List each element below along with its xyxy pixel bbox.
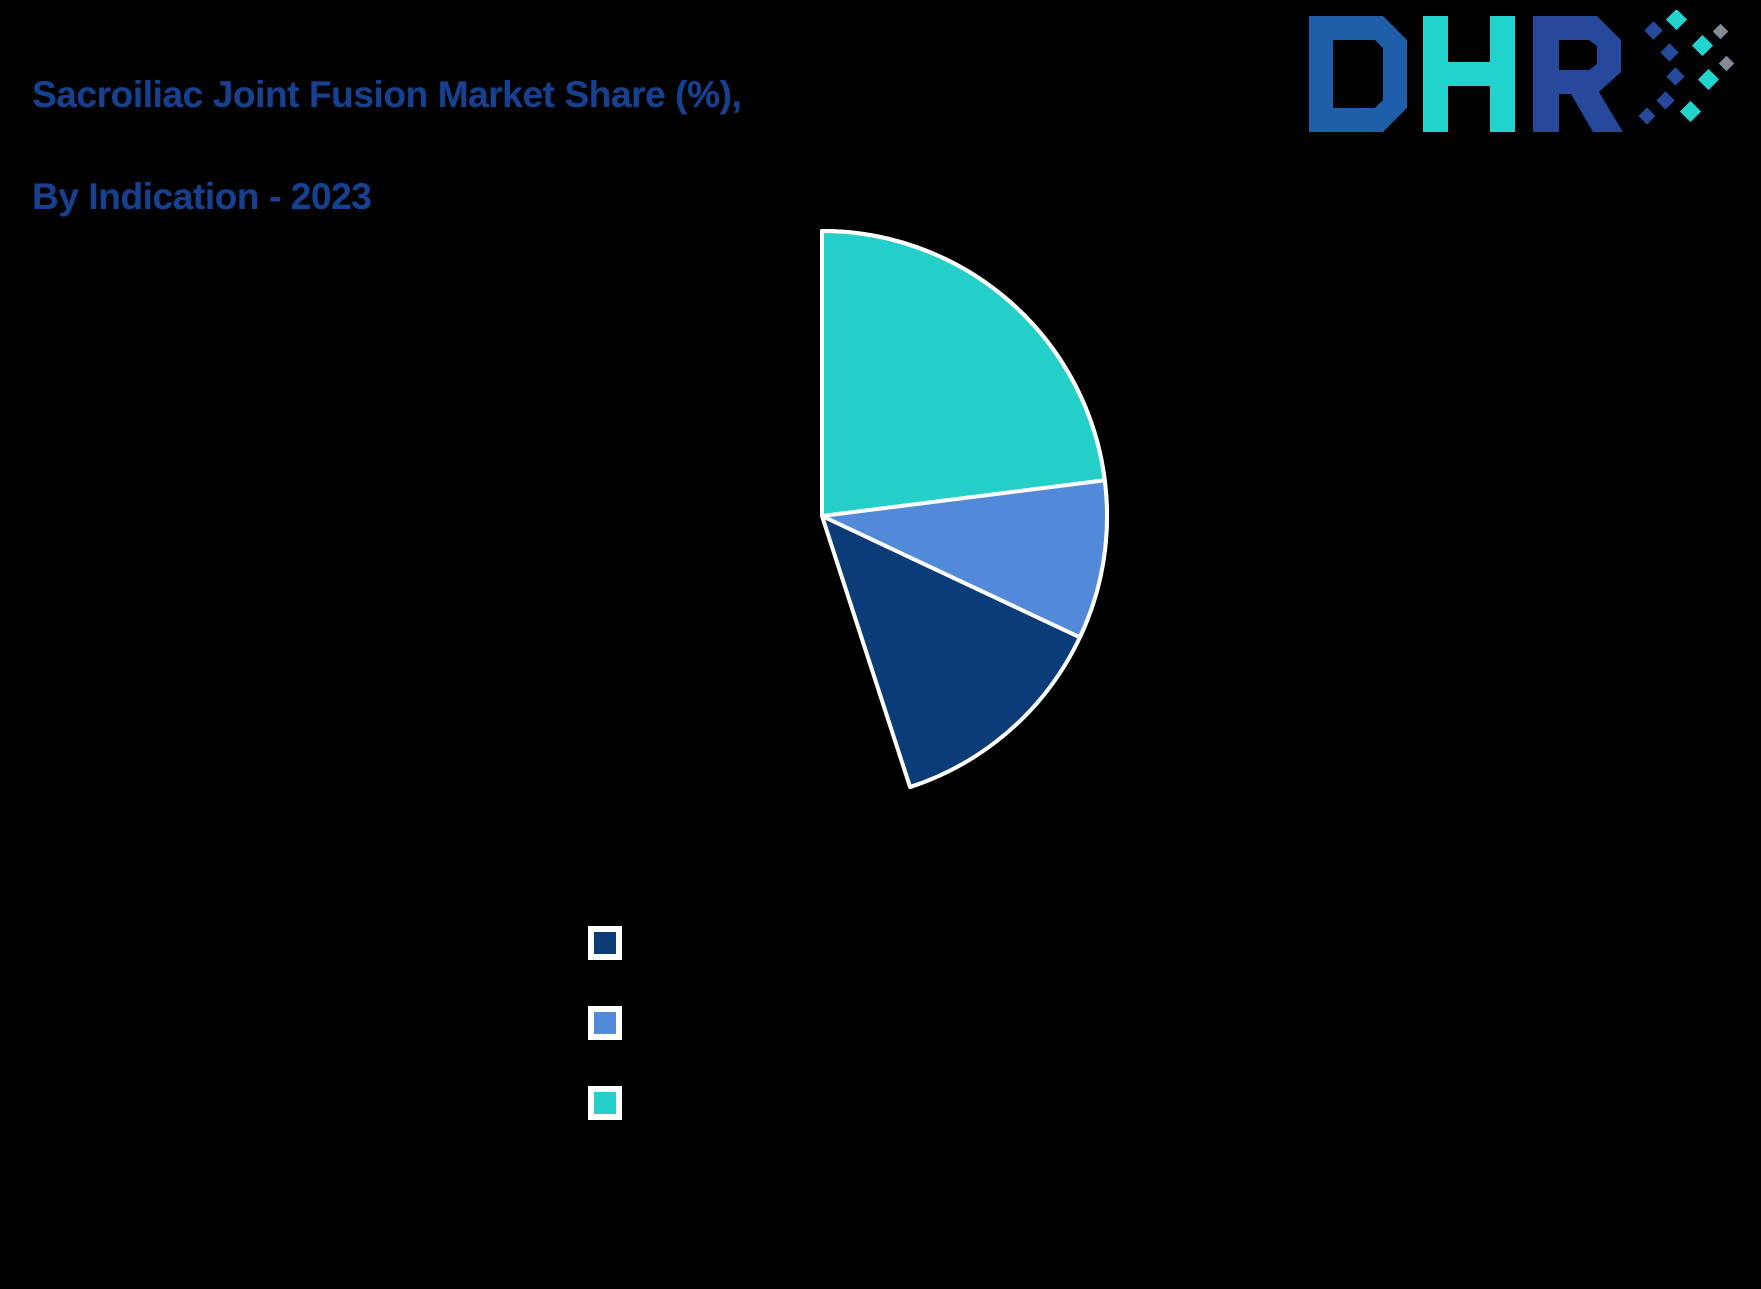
legend-swatch-2 [591, 1009, 619, 1037]
page-title-line-1: Sacroiliac Joint Fusion Market Share (%)… [32, 74, 742, 116]
logo-diamond-arc-icon [1638, 10, 1735, 125]
legend-item-1[interactable] [591, 928, 645, 958]
legend-swatch-3 [591, 1089, 619, 1117]
legend-item-2[interactable] [591, 1008, 645, 1038]
pie-slice-group [820, 229, 1110, 790]
page-title-line-2: By Indication - 2023 [32, 176, 372, 218]
logo-letter-r-icon [1533, 16, 1623, 132]
legend-item-3[interactable] [591, 1088, 645, 1118]
page-title: Sacroiliac Joint Fusion Market Share (%)… [32, 18, 1212, 273]
legend-swatch-1 [591, 929, 619, 957]
logo-letter-d-icon [1309, 16, 1407, 132]
pie-chart [519, 213, 1125, 819]
dhr-logo [1297, 10, 1737, 132]
chart-legend [591, 928, 645, 1118]
logo-letter-h-icon [1423, 16, 1515, 132]
pie-slice[interactable] [820, 229, 1107, 518]
